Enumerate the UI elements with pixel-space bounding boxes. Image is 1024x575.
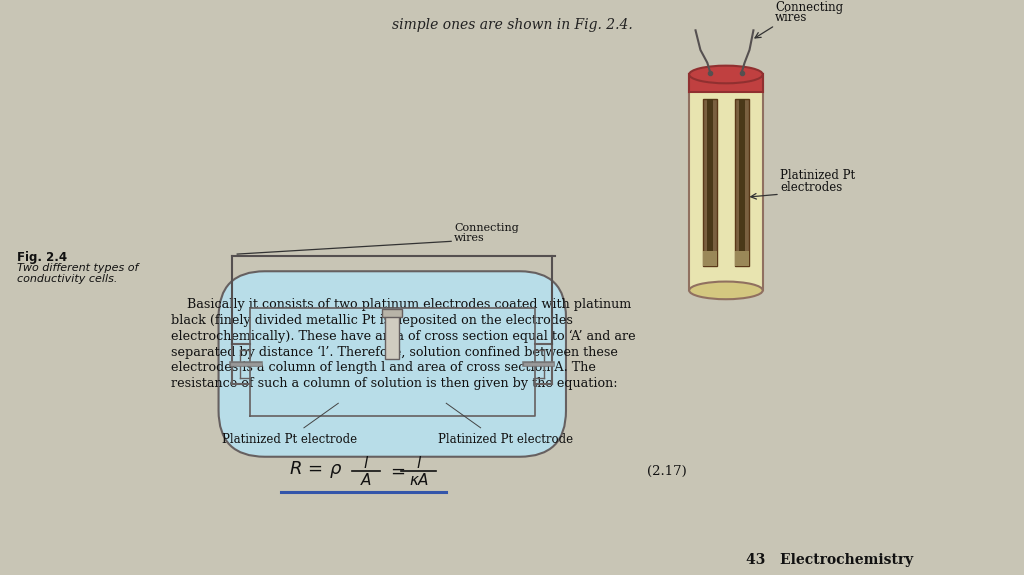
Text: Fig. 2.4: Fig. 2.4 xyxy=(17,251,68,264)
Text: $l$: $l$ xyxy=(416,455,422,471)
Text: $A$: $A$ xyxy=(359,472,372,488)
Text: Platinized Pt electrode: Platinized Pt electrode xyxy=(221,433,356,446)
Text: $l$: $l$ xyxy=(362,455,369,471)
Bar xyxy=(703,99,717,266)
Bar xyxy=(382,309,402,317)
Text: Two different types of: Two different types of xyxy=(17,263,138,273)
Bar xyxy=(689,75,763,92)
FancyBboxPatch shape xyxy=(218,271,566,457)
Text: wires: wires xyxy=(454,233,484,243)
Ellipse shape xyxy=(689,282,763,299)
Bar xyxy=(708,99,713,266)
Text: Platinized Pt electrode: Platinized Pt electrode xyxy=(437,433,572,446)
Bar xyxy=(703,251,717,266)
Text: electrochemically). These have area of cross section equal to ‘A’ and are: electrochemically). These have area of c… xyxy=(171,329,636,343)
Text: separated by distance ‘l’. Therefore, solution confined between these: separated by distance ‘l’. Therefore, so… xyxy=(171,346,618,359)
Text: Connecting: Connecting xyxy=(454,224,519,233)
Text: (2.17): (2.17) xyxy=(647,465,687,478)
Text: resistance of such a column of solution is then given by the equation:: resistance of such a column of solution … xyxy=(171,377,618,390)
Text: Connecting: Connecting xyxy=(775,1,843,14)
Text: electrodes: electrodes xyxy=(780,181,842,194)
Bar xyxy=(735,99,749,266)
Text: electrodes is a column of length l and area of cross section A. The: electrodes is a column of length l and a… xyxy=(171,361,596,374)
Bar xyxy=(735,251,749,266)
Text: $\kappa A$: $\kappa A$ xyxy=(409,472,429,488)
Text: Basically it consists of two platinum electrodes coated with platinum: Basically it consists of two platinum el… xyxy=(171,298,632,311)
Text: conductivity cells.: conductivity cells. xyxy=(17,274,118,283)
Text: Platinized Pt: Platinized Pt xyxy=(780,170,855,182)
Text: $=$: $=$ xyxy=(387,462,406,480)
Text: black (finely divided metallic Pt is deposited on the electrodes: black (finely divided metallic Pt is dep… xyxy=(171,314,573,327)
Bar xyxy=(689,75,763,290)
Text: wires: wires xyxy=(775,12,807,24)
Bar xyxy=(385,315,399,359)
Ellipse shape xyxy=(689,66,763,83)
Text: 43   Electrochemistry: 43 Electrochemistry xyxy=(745,553,912,567)
Bar xyxy=(738,99,744,266)
Text: $R\,=\,\rho$: $R\,=\,\rho$ xyxy=(289,459,343,481)
Text: simple ones are shown in Fig. 2.4.: simple ones are shown in Fig. 2.4. xyxy=(391,18,633,32)
